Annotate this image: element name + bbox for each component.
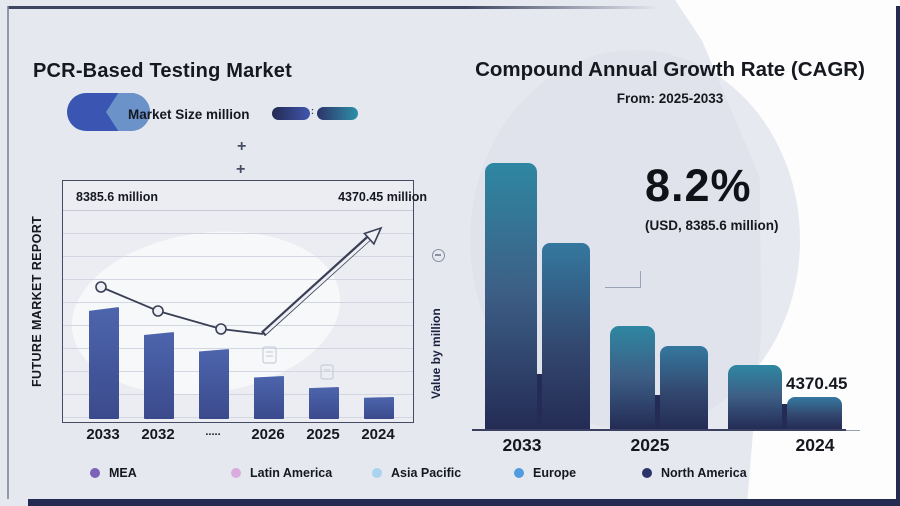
cagr-bar-tall-2024	[728, 365, 782, 429]
minus-circle-icon	[432, 249, 445, 262]
legend-item-latin-america: Latin America	[231, 466, 332, 480]
market-bar-2025	[309, 387, 339, 419]
market-size-label: Market Size million	[128, 107, 250, 122]
market-bar-2024	[364, 397, 394, 419]
bottom-accent-bar	[28, 499, 900, 506]
cagr-bar-join-2033	[537, 374, 542, 429]
market-bar-2026	[254, 376, 284, 419]
gradient-pill-icon-right	[317, 107, 358, 120]
cagr-callout: 8.2% (USD, 8385.6 million)	[645, 160, 779, 233]
cagr-bar-tall-2025	[610, 326, 655, 429]
start-value-annotation: 8385.6 million	[76, 190, 158, 204]
legend-dot	[514, 468, 524, 478]
left-border-line	[7, 6, 9, 499]
region-legend: MEA Latin America Asia Pacific Europe No…	[0, 466, 900, 486]
x-label-2025: 2025	[630, 435, 670, 455]
legend-label: Europe	[533, 466, 577, 480]
gradient-pill-icon-left	[272, 107, 310, 120]
right-accent-bar	[896, 6, 900, 500]
legend-label: Latin America	[250, 466, 333, 480]
cagr-title: Compound Annual Growth Rate (CAGR)	[475, 58, 865, 81]
x-label-2024: 2024	[795, 435, 835, 455]
x-label-2033: 2033	[86, 426, 120, 443]
legend-label: MEA	[109, 466, 137, 480]
market-bar-2032	[144, 332, 174, 419]
market-bar-.....	[199, 349, 229, 419]
top-border-line	[8, 6, 660, 9]
legend-item-asia-pacific: Asia Pacific	[372, 466, 461, 480]
legend-label: North America	[661, 466, 747, 480]
watermark-vertical-label: FUTURE MARKET REPORT	[30, 215, 44, 388]
legend-item-mea: MEA	[90, 466, 137, 480]
cagr-subtitle: From: 2025-2033	[616, 91, 724, 106]
cagr-bar-short-2024	[787, 397, 842, 429]
plus-mark-top: +	[237, 138, 247, 155]
cagr-bar-join-2025	[655, 395, 660, 429]
cagr-header: Compound Annual Growth Rate (CAGR) From:…	[455, 58, 885, 106]
left-x-axis: 2033 2032 ..... 2026 2025 2024	[62, 426, 414, 444]
legend-label: Asia Pacific	[391, 466, 462, 480]
pill-separator: :	[311, 106, 314, 116]
x-label-2033: 2033	[502, 435, 542, 455]
x-label-2025: 2025	[306, 426, 340, 443]
x-label-2024: 2024	[361, 426, 395, 443]
cagr-bar-short-2033	[542, 243, 590, 429]
chart-gridlines	[63, 211, 413, 424]
x-label-2032: 2032	[141, 426, 175, 443]
x-label-2026: 2026	[251, 426, 285, 443]
cagr-bar-short-2025	[660, 346, 708, 429]
legend-dot	[642, 468, 652, 478]
market-size-chart: 8385.6 million 4370.45 million	[61, 180, 427, 424]
cagr-percentage: 8.2%	[645, 160, 752, 211]
step-line-decoration	[605, 271, 641, 288]
legend-dot	[231, 468, 241, 478]
y-axis-label: Value by million	[429, 308, 443, 400]
trend-line-arrow	[95, 226, 383, 380]
cagr-detail: (USD, 8385.6 million)	[645, 218, 779, 233]
legend-dot	[90, 468, 100, 478]
bar-value-label: 4370.45	[786, 374, 848, 393]
cagr-bar-tall-2033	[485, 163, 537, 429]
cagr-bar-join-2024	[782, 404, 787, 429]
page-title: PCR-Based Testing Market	[33, 60, 292, 82]
x-axis-tail	[846, 430, 860, 431]
line-markers	[95, 281, 227, 335]
cylinder-icon	[67, 93, 150, 131]
left-chart-bars	[63, 181, 413, 422]
chart-header-row: 8385.6 million 4370.45 million	[63, 181, 427, 211]
legend-dot	[372, 468, 382, 478]
watermark-doc-icons	[262, 346, 334, 380]
end-value-annotation: 4370.45 million	[338, 190, 427, 204]
x-label-ellipsis: .....	[205, 426, 221, 438]
legend-item-europe: Europe	[514, 466, 576, 480]
market-bar-2033	[89, 307, 119, 419]
x-axis-line	[472, 429, 846, 432]
plus-mark-bottom: +	[236, 161, 246, 178]
legend-item-north-america: North America	[642, 466, 747, 480]
